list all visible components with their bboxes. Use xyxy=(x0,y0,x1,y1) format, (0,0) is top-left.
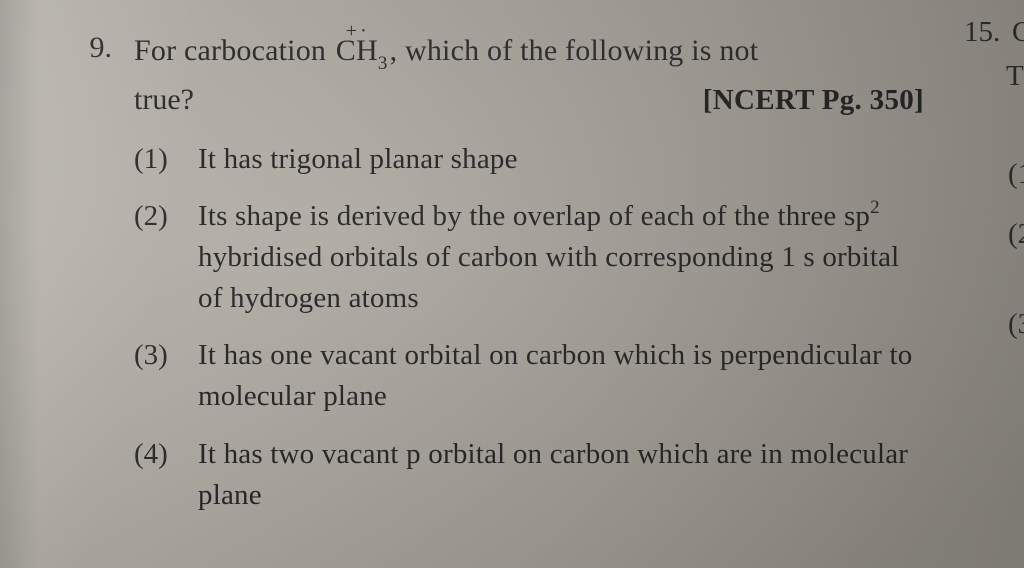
next-q-frag-1: CH xyxy=(1012,16,1024,49)
option-text: It has two vacant p orbital on carbon wh… xyxy=(198,434,924,516)
option-label: (1) xyxy=(134,139,184,180)
formula-charge: + · xyxy=(346,16,366,46)
option-text: It has one vacant orbital on carbon whic… xyxy=(198,335,924,417)
question-second-row: true? [NCERT Pg. 350] xyxy=(134,83,964,117)
question-reference: [NCERT Pg. 350] xyxy=(703,84,964,117)
option-1: (1) It has trigonal planar shape xyxy=(134,139,964,180)
question-text-after: , which of the following is not xyxy=(390,34,759,67)
next-q-opt-1: (1 xyxy=(1008,158,1024,191)
next-q-number: 15. xyxy=(964,16,1000,49)
options-list: (1) It has trigonal planar shape (2) Its… xyxy=(134,139,964,516)
option-text: Its shape is derived by the overlap of e… xyxy=(198,196,924,320)
next-q-frag-2: Th xyxy=(1006,60,1024,93)
option-label: (4) xyxy=(134,434,184,475)
sp2-sup: 2 xyxy=(870,197,880,218)
question-body: For carbocation + ·CH3, which of the fol… xyxy=(134,28,964,532)
question-line2: true? xyxy=(134,83,194,117)
question-number: 9. xyxy=(72,28,112,69)
question-row: 9. For carbocation + ·CH3, which of the … xyxy=(72,28,1024,532)
option-label: (2) xyxy=(134,196,184,237)
formula-sub: 3 xyxy=(378,53,388,74)
sp2-term: sp2 xyxy=(844,200,880,232)
next-q-opt-2: (2 xyxy=(1008,218,1024,251)
carbocation-formula: + ·CH3 xyxy=(334,28,390,77)
option-2: (2) Its shape is derived by the overlap … xyxy=(134,196,964,320)
question-text-before: For carbocation xyxy=(134,34,334,67)
next-q-opt-3: (3 xyxy=(1008,308,1024,341)
option-label: (3) xyxy=(134,335,184,376)
option-text: It has trigonal planar shape xyxy=(198,139,518,180)
sp2-base: sp xyxy=(844,200,870,232)
option-2-part-a: Its shape is derived by the overlap of e… xyxy=(198,200,844,232)
option-2-part-b: hybridised orbitals of carbon with corre… xyxy=(198,241,899,314)
option-3: (3) It has one vacant orbital on carbon … xyxy=(134,335,964,417)
option-4: (4) It has two vacant p orbital on carbo… xyxy=(134,434,964,516)
next-question-cutoff: 15. CH Th (1 (2 (3 xyxy=(964,10,1024,568)
page: 9. For carbocation + ·CH3, which of the … xyxy=(0,0,1024,568)
question-text: For carbocation + ·CH3, which of the fol… xyxy=(134,28,964,77)
